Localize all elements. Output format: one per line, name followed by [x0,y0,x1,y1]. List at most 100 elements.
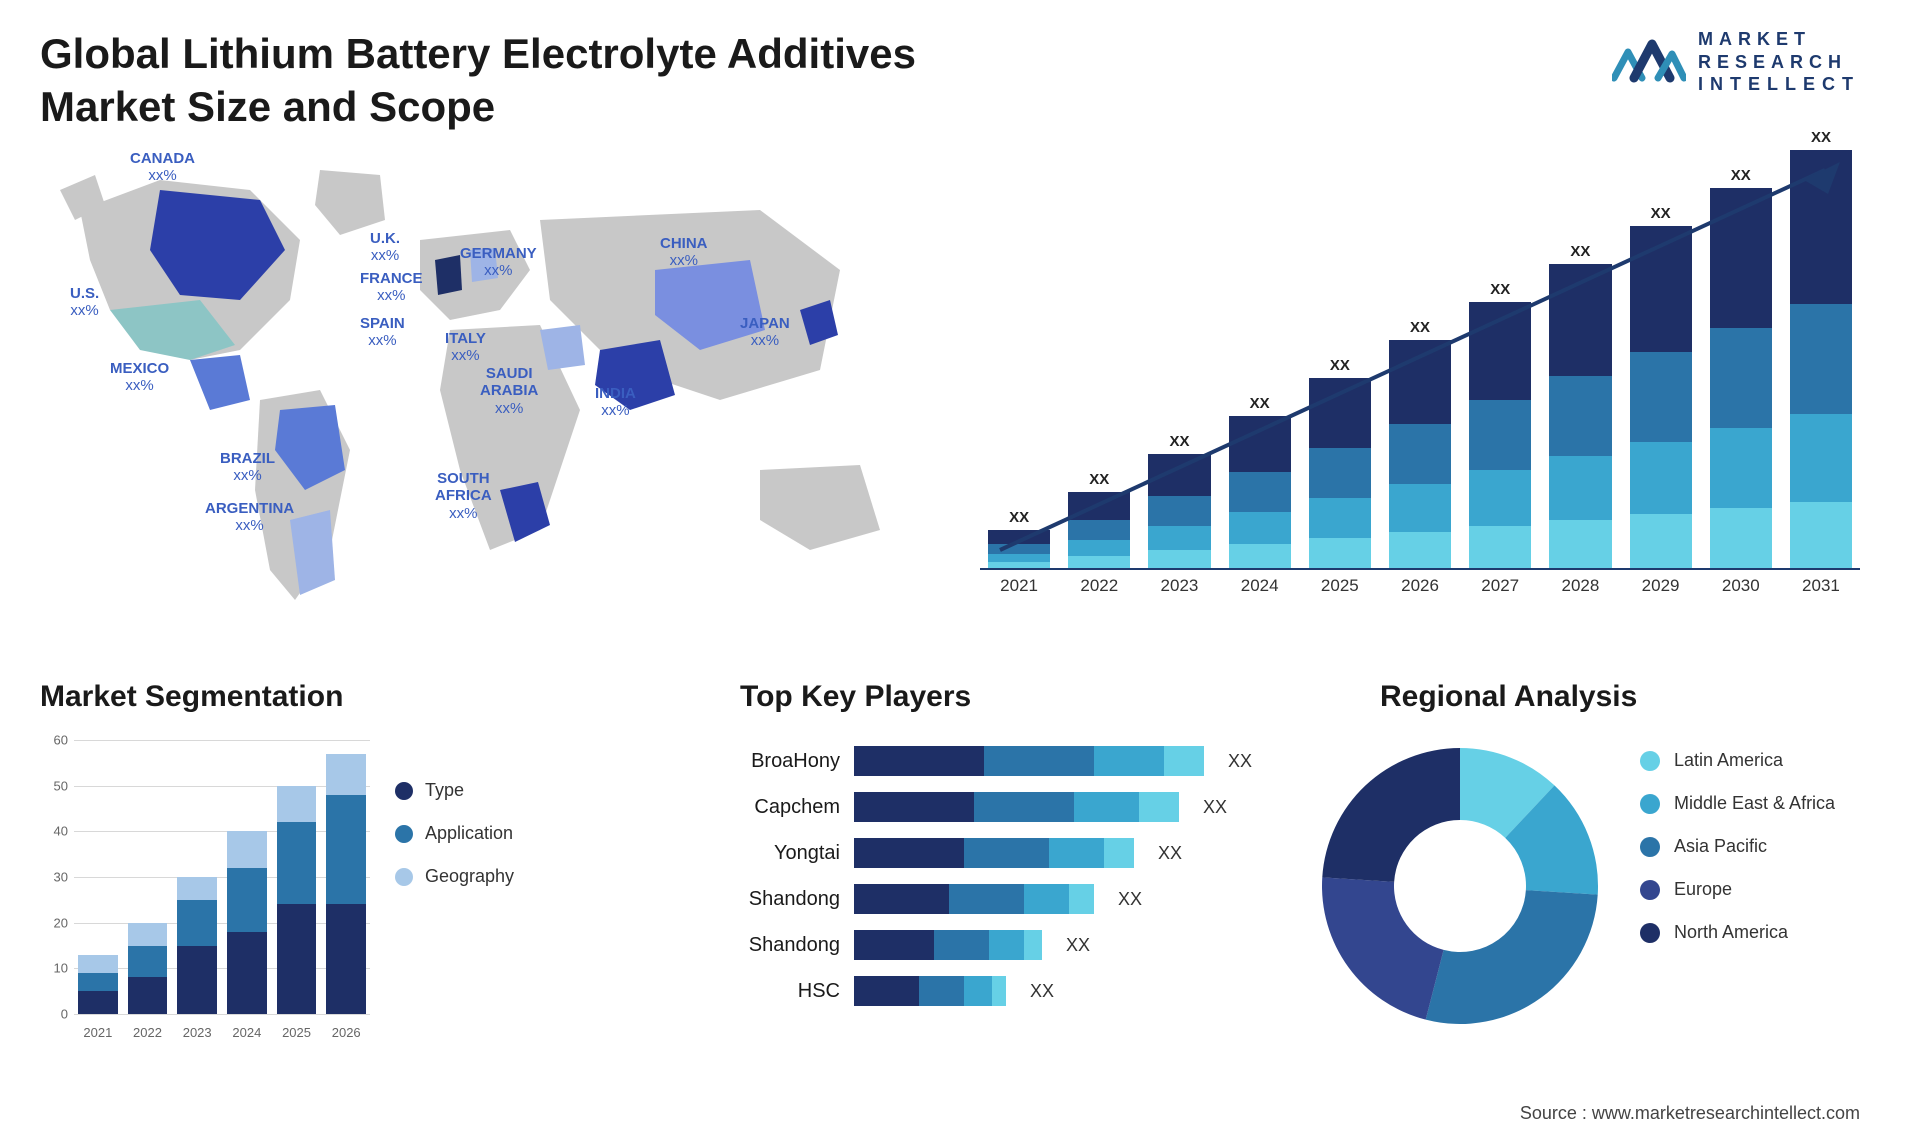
market-bar-segment [1148,550,1210,568]
key-player-row: ShandongXX [700,884,1260,914]
market-xaxis-year: 2023 [1148,576,1210,596]
market-xaxis-year: 2026 [1389,576,1451,596]
key-player-bar-segment [919,976,964,1006]
seg-legend-item: Type [395,780,514,801]
seg-xaxis-year: 2024 [227,1025,267,1040]
key-player-row: CapchemXX [700,792,1260,822]
legend-dot-icon [395,782,413,800]
market-bar-2024: XX [1229,395,1291,568]
seg-bar-2026 [326,754,366,1014]
market-xaxis-year: 2028 [1549,576,1611,596]
market-bar-2023: XX [1148,433,1210,568]
market-bar-segment [1068,540,1130,556]
seg-xaxis-year: 2026 [326,1025,366,1040]
map-label-mexico: MEXICOxx% [110,360,169,395]
key-players-chart: BroaHonyXXCapchemXXYongtaiXXShandongXXSh… [700,730,1260,1080]
map-label-spain: SPAINxx% [360,315,405,350]
seg-gridline [74,1014,370,1015]
seg-bar-segment [177,900,217,946]
key-player-row: HSCXX [700,976,1260,1006]
key-player-bar-segment [1094,746,1164,776]
key-player-bar-segment [1069,884,1094,914]
seg-bar-segment [227,831,267,868]
market-bar-segment [1790,414,1852,502]
key-player-name: Capchem [700,796,840,819]
chart-plot-area: XXXXXXXXXXXXXXXXXXXXXX [980,150,1860,570]
market-bar-segment [1148,496,1210,526]
seg-bar-segment [177,946,217,1015]
market-bar-label: XX [1169,433,1189,450]
map-label-argentina: ARGENTINAxx% [205,500,294,535]
regional-legend-item: Europe [1640,879,1835,900]
seg-yaxis-label: 20 [40,915,68,930]
market-bar-segment [1229,416,1291,472]
seg-bar-2021 [78,955,118,1014]
key-player-bar-segment [854,930,934,960]
regional-chart: Latin AmericaMiddle East & AfricaAsia Pa… [1310,730,1880,1080]
market-bar-label: XX [1250,395,1270,412]
key-player-bar [854,838,1134,868]
market-bar-label: XX [1731,167,1751,184]
seg-bar-segment [78,955,118,973]
market-bar-segment [1068,556,1130,568]
legend-label: Type [425,780,464,801]
market-bar-segment [1309,378,1371,448]
market-bar-2021: XX [988,509,1050,568]
key-players-heading: Top Key Players [740,680,971,714]
market-bar-segment [988,562,1050,568]
market-bar-2031: XX [1790,129,1852,568]
key-player-bar-segment [992,976,1006,1006]
market-bar-label: XX [1490,281,1510,298]
market-bar-segment [1549,264,1611,376]
market-bar-segment [1389,340,1451,424]
key-player-bar-segment [1074,792,1139,822]
seg-xaxis-year: 2025 [277,1025,317,1040]
market-size-chart: XXXXXXXXXXXXXXXXXXXXXX 20212022202320242… [980,150,1860,630]
market-xaxis-year: 2024 [1229,576,1291,596]
key-player-name: HSC [700,980,840,1003]
market-bar-segment [1229,544,1291,568]
seg-bar-segment [78,973,118,991]
market-bar-segment [1389,532,1451,568]
map-label-japan: JAPANxx% [740,315,790,350]
seg-bar-segment [326,754,366,795]
donut-slice [1426,890,1598,1024]
regional-legend-item: Middle East & Africa [1640,793,1835,814]
market-xaxis-year: 2029 [1630,576,1692,596]
seg-bar-segment [227,868,267,932]
market-bar-segment [988,544,1050,554]
market-bar-segment [1229,472,1291,512]
market-xaxis-year: 2021 [988,576,1050,596]
market-bar-2028: XX [1549,243,1611,568]
seg-yaxis-label: 60 [40,733,68,748]
key-player-row: YongtaiXX [700,838,1260,868]
map-label-india: INDIAxx% [595,385,636,420]
key-player-bar [854,746,1204,776]
segmentation-legend: TypeApplicationGeography [395,780,514,887]
logo-text-3: INTELLECT [1698,73,1860,96]
key-player-bar [854,792,1179,822]
market-bar-segment [1389,484,1451,532]
key-player-bar-segment [984,746,1094,776]
seg-bar-segment [128,923,168,946]
seg-bar-segment [128,977,168,1014]
page-title: Global Lithium Battery Electrolyte Addit… [40,28,920,133]
legend-label: Latin America [1674,750,1783,771]
legend-dot-icon [1640,794,1660,814]
market-bar-segment [1148,526,1210,550]
key-player-bar-segment [1104,838,1134,868]
legend-label: Geography [425,866,514,887]
seg-xaxis-year: 2023 [177,1025,217,1040]
regional-legend: Latin AmericaMiddle East & AfricaAsia Pa… [1640,750,1835,943]
legend-dot-icon [395,825,413,843]
market-bar-segment [1630,352,1692,442]
key-player-bar-segment [964,976,992,1006]
legend-dot-icon [1640,923,1660,943]
legend-dot-icon [395,868,413,886]
market-bar-label: XX [1089,471,1109,488]
map-label-south-africa: SOUTHAFRICAxx% [435,470,492,522]
key-player-bar-segment [974,792,1074,822]
seg-yaxis-label: 40 [40,824,68,839]
key-player-bar-segment [1164,746,1204,776]
regional-donut [1310,736,1610,1036]
